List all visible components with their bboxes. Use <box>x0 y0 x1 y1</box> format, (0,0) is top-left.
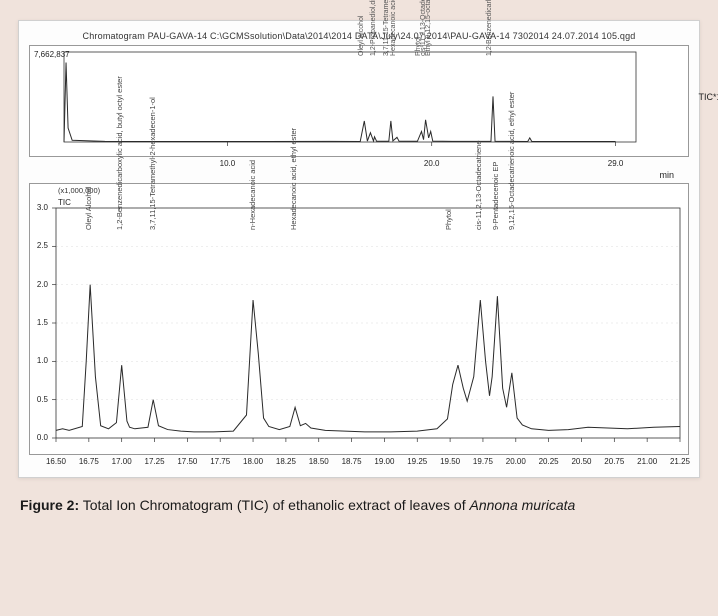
y-tick-label: 1.0 <box>26 356 48 365</box>
x-tick-label: 20.0 <box>424 159 440 168</box>
x-tick-label: 18.00 <box>243 457 263 466</box>
x-tick-label: 17.00 <box>112 457 132 466</box>
x-tick-label: 21.25 <box>670 457 690 466</box>
x-tick-label: 21.00 <box>637 457 657 466</box>
x-tick-label: 20.25 <box>539 457 559 466</box>
x-tick-label: 17.75 <box>210 457 230 466</box>
y-tick-label: 1.5 <box>26 318 48 327</box>
x-tick-label: 19.25 <box>407 457 427 466</box>
caption-species: Annona muricata <box>469 497 575 513</box>
peak-label: Ethyl 9,12,15-octadecatriene <box>425 0 432 56</box>
x-tick-label: 19.75 <box>473 457 493 466</box>
x-tick-label: 17.25 <box>145 457 165 466</box>
x-tick-label: 17.50 <box>177 457 197 466</box>
x-tick-label: 10.0 <box>220 159 236 168</box>
peak-label: Hexadecanoic acid, ethyl ester <box>289 128 298 230</box>
peak-label: Hexadecanoic acid, ethyl ester <box>390 0 397 56</box>
peak-label: 1,2-Benzenedicarboxylic acid,... <box>486 0 493 56</box>
x-tick-label: 20.00 <box>506 457 526 466</box>
x-tick-label: 16.75 <box>79 457 99 466</box>
x-tick-label: 18.75 <box>342 457 362 466</box>
peak-label: n-Hexadecanoic acid <box>248 160 257 230</box>
x-tick-label: 29.0 <box>608 159 624 168</box>
peak-label: Oleyl Alcohol <box>358 16 365 56</box>
x-tick-label: 16.50 <box>46 457 66 466</box>
peak-label: 1,2-Propanediol,dicaprylic acid <box>370 0 377 56</box>
x-tick-label: 20.75 <box>604 457 624 466</box>
figure-panel: Chromatogram PAU-GAVA-14 C:\GCMSsolution… <box>18 20 700 478</box>
x-tick-label: 20.50 <box>571 457 591 466</box>
y-tick-label: 2.0 <box>26 280 48 289</box>
peak-label: 3,7,11,15-Tetramethyl-... <box>383 0 390 56</box>
x-tick-label: 18.50 <box>309 457 329 466</box>
x-tick-label: 18.25 <box>276 457 296 466</box>
peak-label: Phytol <box>444 209 453 230</box>
figure-container: Chromatogram PAU-GAVA-14 C:\GCMSsolution… <box>0 0 718 531</box>
x-tick-label: 19.00 <box>374 457 394 466</box>
caption-text: Total Ion Chromatogram (TIC) of ethanoli… <box>79 497 469 513</box>
figure-caption: Figure 2: Total Ion Chromatogram (TIC) o… <box>18 496 700 521</box>
peak-label: 1,2-Benzenedicarboxylic acid, butyl octy… <box>115 76 124 230</box>
bottom-chromatogram: (x1,000,000) TIC 0.00.51.01.52.02.53.016… <box>29 183 689 455</box>
peak-label: 3,7,11,15-Tetramethyl-2-hexadecen-1-ol <box>148 97 157 230</box>
top-x-title: min <box>659 170 674 180</box>
peak-label: Oleyl Alcohol <box>84 187 93 230</box>
y-tick-label: 2.5 <box>26 241 48 250</box>
y-tick-label: 0.0 <box>26 433 48 442</box>
x-tick-label: 19.50 <box>440 457 460 466</box>
top-chromatogram: 7,662,837 TIC*1.00 min 10.020.029.0Oleyl… <box>29 45 689 157</box>
peak-label: 9,12,15-Octadecatrienoic acid, ethyl est… <box>507 92 516 230</box>
caption-label: Figure 2: <box>20 497 79 513</box>
y-tick-label: 3.0 <box>26 203 48 212</box>
y-tick-label: 0.5 <box>26 395 48 404</box>
top-tic-label: TIC*1.00 <box>698 92 718 102</box>
peak-label: 9-Pentadecenoic EP <box>491 162 500 230</box>
peak-label: cis-11,2,13-Octadecatriene <box>474 141 483 231</box>
